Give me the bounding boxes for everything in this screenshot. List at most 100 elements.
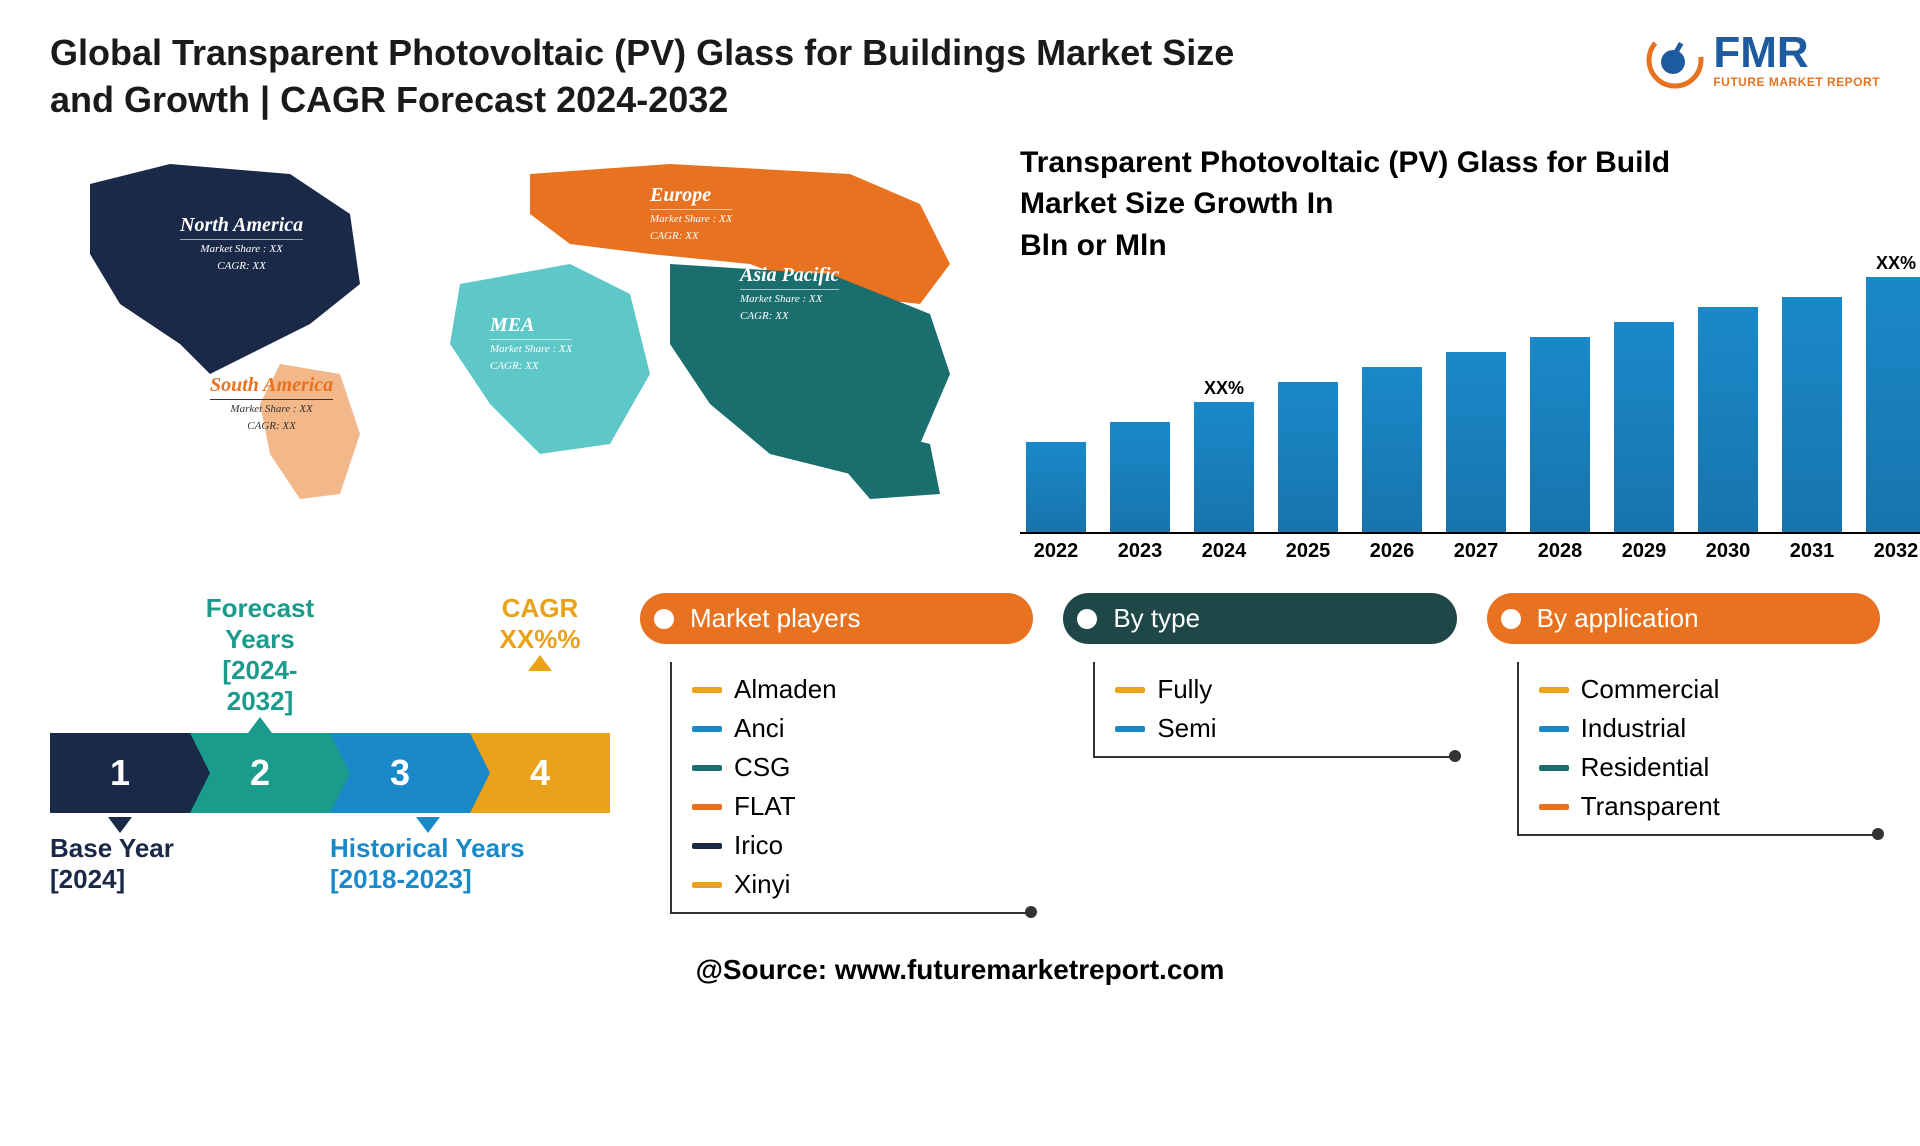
cagr-label: CAGR [470,593,610,624]
bar-2022 [1026,442,1086,532]
market-players-header: Market players [640,593,1033,644]
by-type-header: By type [1063,593,1456,644]
region-mea-share: Market Share : XX [490,339,572,355]
bar-2030 [1698,307,1758,532]
list-item: CSG [692,748,1033,787]
region-eu-name: Europe [650,184,732,207]
timeline-seg-4: 4 [470,733,610,813]
cagr-value: XX%% [470,624,610,655]
logo: FMR FUTURE MARKET REPORT [1645,30,1880,90]
bar-2027 [1446,352,1506,532]
chart-title-l1: Transparent Photovoltaic (PV) Glass for … [1020,144,1920,182]
dash-icon [692,843,722,849]
region-na-share: Market Share : XX [180,239,303,255]
bar-2023 [1110,422,1170,532]
timeline-seg-1: 1 [50,733,190,813]
x-label: 2024 [1188,540,1260,563]
x-label: 2026 [1356,540,1428,563]
hist-range: [2018-2023] [330,864,526,895]
item-label: Industrial [1581,713,1687,744]
bar-2025 [1278,382,1338,532]
dash-icon [692,687,722,693]
item-label: Almaden [734,674,837,705]
list-item: Industrial [1539,709,1880,748]
dash-icon [1539,687,1569,693]
hist-label: Historical Years [330,833,526,864]
base-label: Base Year [50,833,190,864]
list-item: Almaden [692,670,1033,709]
source-line: @Source: www.futuremarketreport.com [0,954,1920,986]
x-label: 2029 [1608,540,1680,563]
bar-2031 [1782,297,1842,532]
x-label: 2028 [1524,540,1596,563]
x-label: 2025 [1272,540,1344,563]
item-label: Xinyi [734,869,790,900]
region-sa-name: South America [210,374,333,397]
x-label: 2027 [1440,540,1512,563]
region-eu-share: Market Share : XX [650,209,732,225]
x-label: 2030 [1692,540,1764,563]
dash-icon [1539,726,1569,732]
dot-icon [1501,609,1521,629]
x-label: 2031 [1776,540,1848,563]
dash-icon [692,804,722,810]
item-label: Transparent [1581,791,1720,822]
x-label: 2022 [1020,540,1092,563]
bar-2026 [1362,367,1422,532]
list-item: Anci [692,709,1033,748]
region-ap-name: Asia Pacific [740,264,839,287]
list-item: Commercial [1539,670,1880,709]
bar-label: XX% [1876,253,1916,274]
dash-icon [1115,687,1145,693]
logo-icon [1645,30,1705,90]
forecast-range: [2024-2032] [190,655,330,717]
logo-abbr: FMR [1713,31,1880,75]
list-item: Semi [1115,709,1456,748]
dash-icon [1115,726,1145,732]
region-mea-cagr: CAGR: XX [490,357,572,372]
logo-tagline: FUTURE MARKET REPORT [1713,75,1880,89]
x-label: 2032 [1860,540,1920,563]
dash-icon [1539,804,1569,810]
list-item: Fully [1115,670,1456,709]
region-mea-name: MEA [490,314,572,337]
dash-icon [1539,765,1569,771]
region-ap-share: Market Share : XX [740,289,839,305]
region-sa-cagr: CAGR: XX [210,417,333,432]
list-item: Transparent [1539,787,1880,826]
item-label: Residential [1581,752,1710,783]
list-item: Xinyi [692,865,1033,904]
item-label: FLAT [734,791,796,822]
item-label: Anci [734,713,785,744]
by-application-col: By application Commercial Industrial Resid… [1487,593,1880,836]
x-label: 2023 [1104,540,1176,563]
bar-label: XX% [1204,378,1244,399]
region-na-name: North America [180,214,303,237]
forecast-label: Forecast Years [190,593,330,655]
by-application-header: By application [1487,593,1880,644]
timeline: Forecast Years [2024-2032] CAGR XX%% 123… [50,593,610,895]
item-label: Commercial [1581,674,1720,705]
world-map: North America Market Share : XX CAGR: XX… [50,144,1000,504]
dot-icon [1077,609,1097,629]
base-range: [2024] [50,864,190,895]
dot-icon [654,609,674,629]
page-title: Global Transparent Photovoltaic (PV) Gla… [50,30,1250,124]
timeline-seg-3: 3 [330,733,470,813]
market-players-col: Market players Almaden Anci CSG FLAT Irico Xi… [640,593,1033,914]
bar-2029 [1614,322,1674,532]
by-type-col: By type Fully Semi [1063,593,1456,758]
market-players-title: Market players [690,603,861,634]
dash-icon [692,765,722,771]
region-na-cagr: CAGR: XX [180,257,303,272]
region-sa-share: Market Share : XX [210,399,333,415]
by-application-title: By application [1537,603,1699,634]
list-item: Irico [692,826,1033,865]
list-item: FLAT [692,787,1033,826]
region-ap-cagr: CAGR: XX [740,307,839,322]
chart-title-l3: Bln or Mln [1020,227,1920,265]
item-label: Fully [1157,674,1212,705]
item-label: CSG [734,752,790,783]
dash-icon [692,882,722,888]
item-label: Semi [1157,713,1216,744]
